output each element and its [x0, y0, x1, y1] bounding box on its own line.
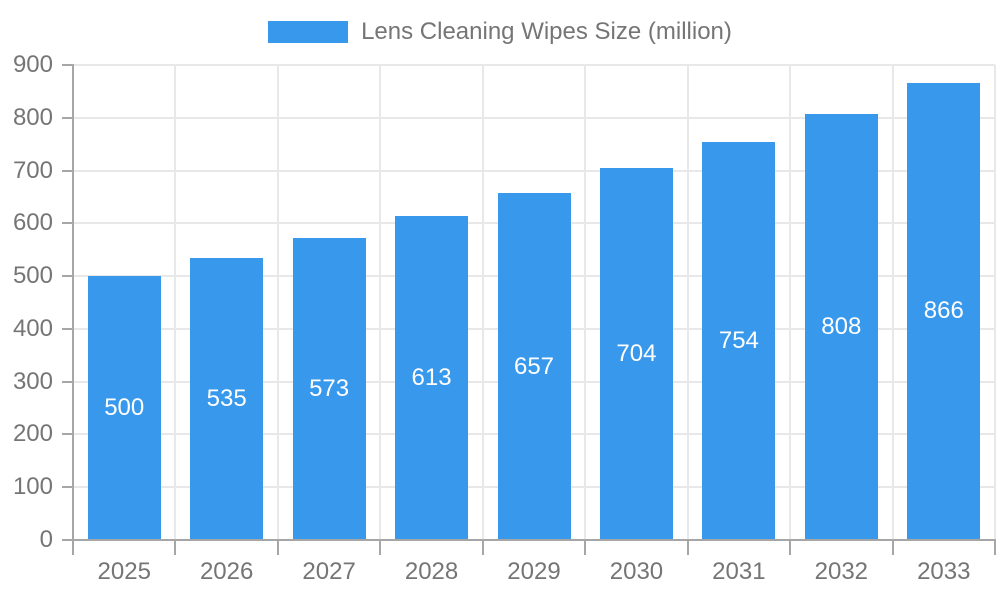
legend[interactable]: Lens Cleaning Wipes Size (million): [0, 16, 1000, 48]
bar-2028[interactable]: [395, 216, 469, 540]
h-gridline: [73, 169, 995, 172]
v-gridline: [379, 65, 382, 540]
bar-2027[interactable]: [292, 237, 366, 540]
x-tick-mark: [994, 540, 996, 555]
y-tick-label: 400: [12, 314, 53, 342]
v-gridline: [891, 65, 894, 540]
bar-2033[interactable]: [907, 82, 981, 540]
x-tick-label: 2032: [814, 558, 869, 585]
y-tick-label: 200: [12, 420, 53, 448]
x-tick-label: 2028: [404, 558, 459, 585]
bar-value-label: 866: [923, 297, 964, 325]
y-tick-mark: [62, 275, 72, 278]
y-axis-line: [72, 64, 74, 541]
v-gridline: [686, 65, 689, 540]
x-tick-label: 2027: [302, 558, 356, 585]
v-gridline: [789, 65, 792, 540]
y-tick-mark: [62, 222, 72, 225]
y-tick-label: 100: [12, 473, 53, 501]
x-axis-line: [72, 539, 996, 541]
x-tick-mark: [686, 540, 689, 555]
x-tick-label: 2025: [97, 558, 151, 585]
y-tick-mark: [62, 539, 72, 541]
x-tick-mark: [789, 540, 792, 555]
x-tick-label: 2031: [712, 558, 766, 585]
bar-2029[interactable]: [497, 193, 571, 540]
y-tick-label: 900: [12, 51, 53, 78]
x-tick-mark: [891, 540, 894, 555]
y-tick-mark: [62, 380, 72, 383]
y-tick-mark: [62, 327, 72, 330]
x-tick-mark: [174, 540, 177, 555]
y-tick-label: 600: [12, 209, 53, 237]
v-gridline: [174, 65, 177, 540]
v-gridline: [276, 65, 279, 540]
x-tick-mark: [379, 540, 382, 555]
bar-value-label: 657: [513, 352, 555, 380]
bar-value-label: 500: [104, 394, 145, 422]
x-tick-mark: [481, 540, 484, 555]
x-tick-label: 2026: [199, 558, 254, 585]
x-tick-mark: [72, 540, 74, 555]
x-tick-mark: [276, 540, 279, 555]
y-tick-mark: [62, 433, 72, 436]
y-tick-mark: [62, 169, 72, 172]
bar-2031[interactable]: [702, 142, 776, 540]
v-gridline: [584, 65, 587, 540]
bar-2032[interactable]: [804, 113, 878, 540]
x-tick-label: 2029: [507, 558, 561, 585]
bar-value-label: 535: [206, 384, 247, 412]
bar-2026[interactable]: [190, 257, 264, 540]
h-gridline: [73, 116, 995, 119]
legend-swatch: [268, 21, 349, 43]
bar-value-label: 754: [718, 327, 759, 355]
legend-label: Lens Cleaning Wipes Size (million): [361, 18, 732, 45]
bar-value-label: 704: [616, 340, 657, 368]
y-tick-mark: [62, 64, 72, 66]
h-gridline: [73, 64, 995, 66]
v-gridline: [994, 65, 996, 540]
y-tick-label: 0: [39, 526, 53, 553]
x-tick-label: 2033: [917, 558, 971, 585]
bar-2030[interactable]: [599, 168, 673, 540]
y-tick-mark: [62, 116, 72, 119]
x-tick-label: 2030: [609, 558, 664, 585]
bar-value-label: 573: [309, 374, 350, 402]
bar-value-label: 808: [821, 312, 862, 340]
bar-value-label: 613: [411, 364, 452, 392]
y-tick-label: 800: [12, 103, 53, 131]
y-tick-label: 700: [12, 156, 53, 184]
x-tick-mark: [584, 540, 587, 555]
bar-2025[interactable]: [87, 276, 161, 540]
v-gridline: [481, 65, 484, 540]
y-tick-label: 300: [12, 367, 53, 395]
y-tick-mark: [62, 486, 72, 489]
y-tick-label: 500: [12, 262, 53, 290]
